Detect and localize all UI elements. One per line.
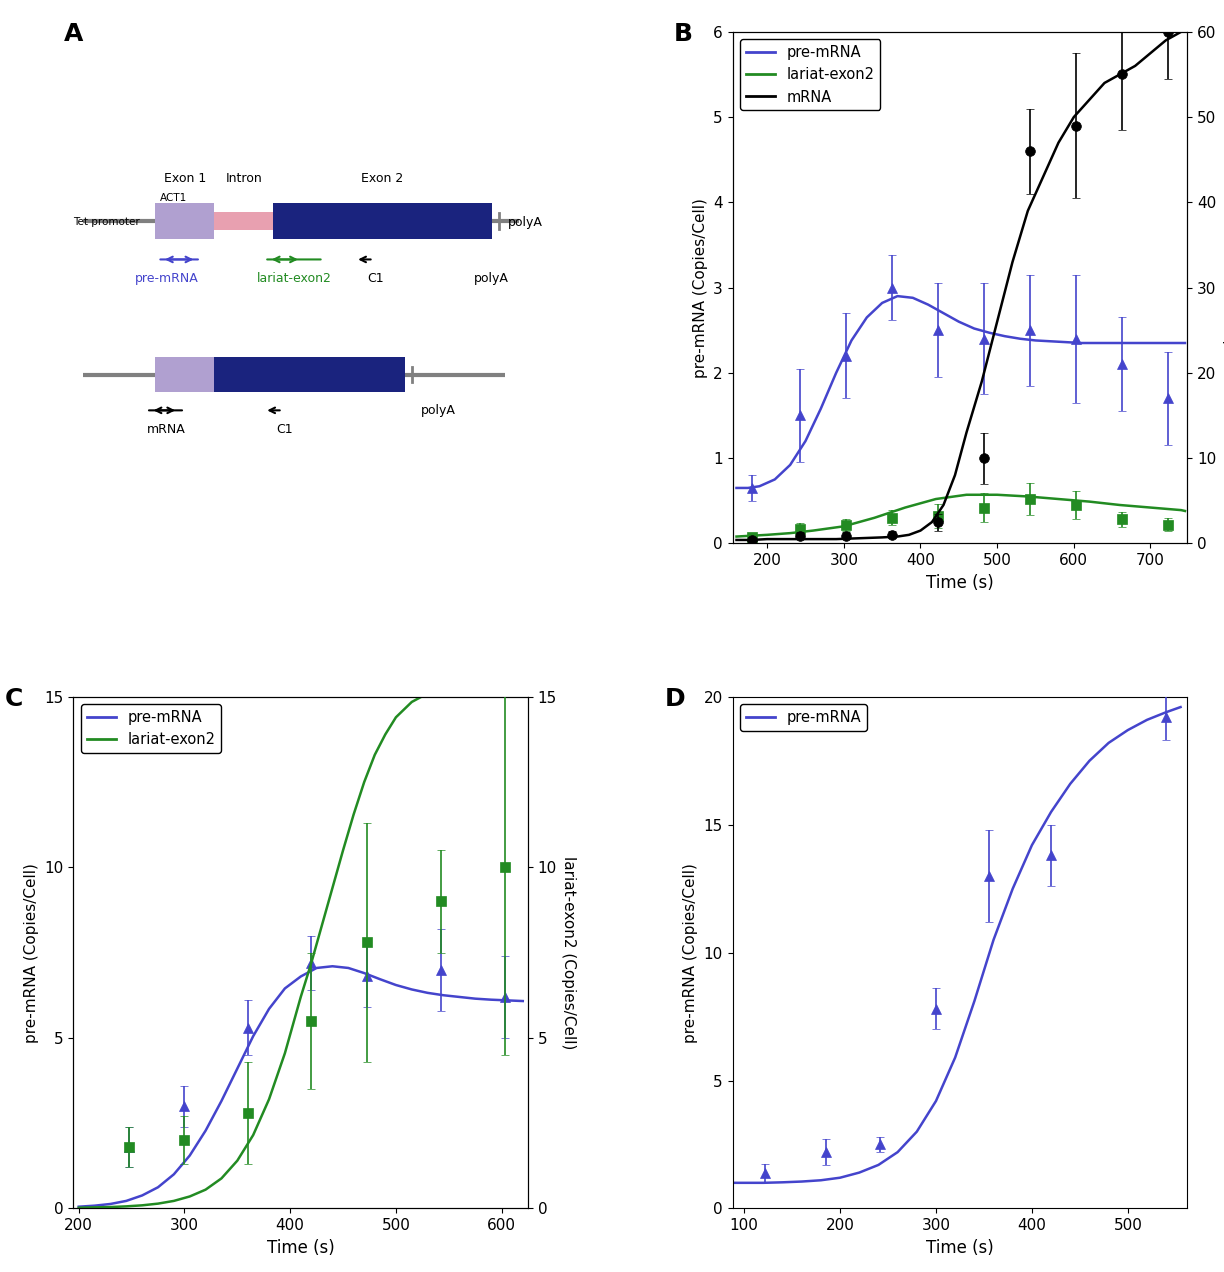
Text: D: D bbox=[665, 687, 685, 711]
Text: Exon 1: Exon 1 bbox=[164, 172, 206, 186]
Bar bbox=[155, 204, 214, 239]
Text: polyA: polyA bbox=[421, 403, 457, 417]
Bar bbox=[155, 356, 214, 393]
Text: C1: C1 bbox=[277, 424, 294, 436]
Text: Intron: Intron bbox=[225, 172, 262, 186]
Legend: pre-mRNA: pre-mRNA bbox=[741, 705, 867, 731]
X-axis label: Time (s): Time (s) bbox=[267, 1239, 334, 1257]
Text: pre-mRNA: pre-mRNA bbox=[135, 272, 198, 285]
Bar bbox=[214, 212, 273, 230]
Text: ACT1: ACT1 bbox=[160, 193, 187, 204]
Text: polyA: polyA bbox=[474, 272, 509, 285]
Text: mRNA: mRNA bbox=[147, 424, 186, 436]
X-axis label: Time (s): Time (s) bbox=[927, 574, 994, 591]
Bar bbox=[273, 204, 492, 239]
Y-axis label: lariat-exon2 / mRNA (Copies/Cell): lariat-exon2 / mRNA (Copies/Cell) bbox=[1222, 172, 1224, 403]
Bar bbox=[214, 356, 405, 393]
Text: lariat-exon2: lariat-exon2 bbox=[257, 272, 332, 285]
Text: Exon 2: Exon 2 bbox=[361, 172, 404, 186]
Legend: pre-mRNA, lariat-exon2: pre-mRNA, lariat-exon2 bbox=[81, 705, 222, 753]
Text: polyA: polyA bbox=[508, 215, 542, 229]
X-axis label: Time (s): Time (s) bbox=[927, 1239, 994, 1257]
Y-axis label: pre-mRNA (Copies/Cell): pre-mRNA (Copies/Cell) bbox=[683, 862, 698, 1043]
Y-axis label: pre-mRNA (Copies/Cell): pre-mRNA (Copies/Cell) bbox=[693, 197, 707, 378]
Text: C1: C1 bbox=[367, 272, 384, 285]
Text: B: B bbox=[673, 22, 693, 46]
Text: C: C bbox=[5, 687, 23, 711]
Text: A: A bbox=[65, 22, 83, 46]
Legend: pre-mRNA, lariat-exon2, mRNA: pre-mRNA, lariat-exon2, mRNA bbox=[741, 39, 880, 111]
Text: Tet promoter: Tet promoter bbox=[73, 218, 141, 228]
Y-axis label: lariat-exon2 (Copies/Cell): lariat-exon2 (Copies/Cell) bbox=[562, 856, 577, 1049]
Y-axis label: pre-mRNA (Copies/Cell): pre-mRNA (Copies/Cell) bbox=[24, 862, 39, 1043]
